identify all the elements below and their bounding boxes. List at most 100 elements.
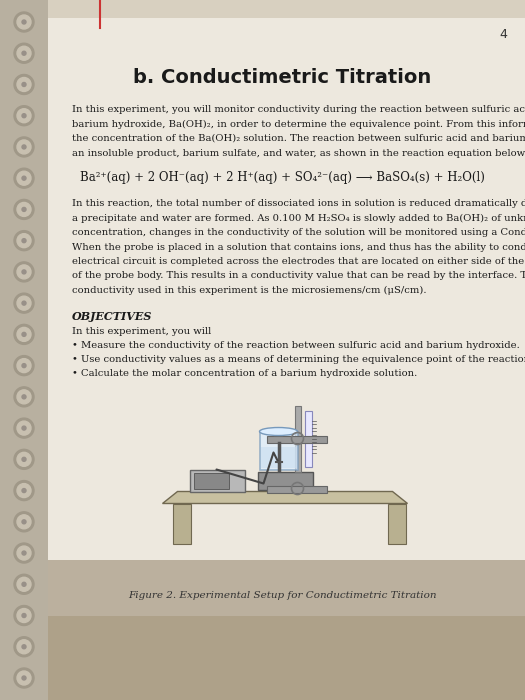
Circle shape (17, 296, 31, 310)
Circle shape (14, 387, 34, 407)
Bar (259, 431, 298, 470)
Bar (260, 447, 297, 468)
Circle shape (14, 606, 34, 626)
Text: Figure 2. Experimental Setup for Conductimetric Titration: Figure 2. Experimental Setup for Conduct… (128, 591, 437, 599)
Text: • Use conductivity values as a means of determining the equivalence point of the: • Use conductivity values as a means of … (72, 354, 525, 363)
Circle shape (14, 449, 34, 469)
Circle shape (17, 358, 31, 372)
Text: b. Conductimetric Titration: b. Conductimetric Titration (133, 68, 432, 87)
Bar (45, 560, 525, 700)
Bar (173, 503, 191, 543)
Circle shape (14, 199, 34, 219)
Circle shape (22, 239, 26, 243)
Bar (190, 470, 245, 491)
Circle shape (17, 671, 31, 685)
Circle shape (22, 176, 26, 180)
Bar (295, 405, 300, 472)
Circle shape (17, 421, 31, 435)
Circle shape (14, 262, 34, 282)
Circle shape (22, 207, 26, 211)
Circle shape (22, 613, 26, 617)
Circle shape (14, 43, 34, 63)
Bar (267, 435, 327, 442)
Ellipse shape (259, 428, 298, 435)
Circle shape (22, 457, 26, 461)
Circle shape (22, 395, 26, 399)
Text: In this experiment, you will: In this experiment, you will (72, 326, 211, 335)
Circle shape (22, 51, 26, 55)
Circle shape (22, 551, 26, 555)
Circle shape (17, 514, 31, 528)
Circle shape (22, 332, 26, 337)
Circle shape (17, 328, 31, 342)
Text: an insoluble product, barium sulfate, and water, as shown in the reaction equati: an insoluble product, barium sulfate, an… (72, 148, 525, 158)
Circle shape (14, 12, 34, 32)
Text: In this experiment, you will monitor conductivity during the reaction between su: In this experiment, you will monitor con… (72, 105, 525, 114)
Bar (0, 0, 48, 700)
Circle shape (14, 356, 34, 376)
Text: When the probe is placed in a solution that contains ions, and thus has the abil: When the probe is placed in a solution t… (72, 242, 525, 251)
Text: barium hydroxide, Ba(OH)₂, in order to determine the equivalence point. From thi: barium hydroxide, Ba(OH)₂, in order to d… (72, 120, 525, 129)
Circle shape (22, 676, 26, 680)
Circle shape (14, 543, 34, 563)
Circle shape (14, 74, 34, 95)
Circle shape (22, 113, 26, 118)
Bar (45, 0, 525, 616)
Circle shape (17, 78, 31, 92)
Circle shape (17, 484, 31, 498)
Circle shape (22, 145, 26, 149)
Text: • Measure the conductivity of the reaction between sulfuric acid and barium hydr: • Measure the conductivity of the reacti… (72, 340, 520, 349)
Circle shape (14, 106, 34, 126)
Circle shape (17, 452, 31, 466)
Bar (304, 410, 311, 466)
Circle shape (22, 582, 26, 587)
Circle shape (14, 418, 34, 438)
Circle shape (14, 137, 34, 157)
Circle shape (14, 168, 34, 188)
Polygon shape (163, 491, 407, 503)
Text: the concentration of the Ba(OH)₂ solution. The reaction between sulfuric acid an: the concentration of the Ba(OH)₂ solutio… (72, 134, 525, 143)
Text: a precipitate and water are formed. As 0.100 M H₂SO₄ is slowly added to Ba(OH)₂ : a precipitate and water are formed. As 0… (72, 214, 525, 223)
Text: 4: 4 (499, 28, 507, 41)
Circle shape (22, 20, 26, 24)
Circle shape (17, 640, 31, 654)
Text: Ba²⁺(aq) + 2 OH⁻(aq) + 2 H⁺(aq) + SO₄²⁻(aq) ⟶ BaSO₄(s) + H₂O(l): Ba²⁺(aq) + 2 OH⁻(aq) + 2 H⁺(aq) + SO₄²⁻(… (80, 171, 485, 184)
Circle shape (22, 426, 26, 430)
Circle shape (22, 301, 26, 305)
Circle shape (22, 363, 26, 368)
Text: conductivity used in this experiment is the microsiemens/cm (μS/cm).: conductivity used in this experiment is … (72, 286, 426, 295)
Text: • Calculate the molar concentration of a barium hydroxide solution.: • Calculate the molar concentration of a… (72, 368, 417, 377)
Circle shape (17, 46, 31, 60)
Circle shape (17, 578, 31, 592)
Circle shape (17, 234, 31, 248)
Bar (194, 473, 228, 489)
Circle shape (17, 172, 31, 186)
Text: electrical circuit is completed across the electrodes that are located on either: electrical circuit is completed across t… (72, 257, 525, 266)
Text: of the probe body. This results in a conductivity value that can be read by the : of the probe body. This results in a con… (72, 272, 525, 281)
Circle shape (22, 645, 26, 649)
Circle shape (17, 546, 31, 560)
Text: concentration, changes in the conductivity of the solution will be monitored usi: concentration, changes in the conductivi… (72, 228, 525, 237)
Circle shape (14, 481, 34, 500)
Circle shape (14, 637, 34, 657)
Circle shape (17, 202, 31, 216)
Circle shape (22, 489, 26, 493)
Circle shape (17, 15, 31, 29)
Bar (45, 0, 525, 18)
Circle shape (17, 608, 31, 622)
Circle shape (17, 108, 31, 122)
Circle shape (17, 265, 31, 279)
Circle shape (22, 83, 26, 87)
Circle shape (14, 512, 34, 532)
Bar (257, 472, 312, 489)
Bar (267, 486, 327, 493)
Circle shape (14, 231, 34, 251)
Circle shape (17, 140, 31, 154)
Circle shape (14, 668, 34, 688)
Circle shape (14, 574, 34, 594)
Bar (387, 503, 405, 543)
Circle shape (22, 520, 26, 524)
Circle shape (17, 390, 31, 404)
Circle shape (14, 293, 34, 313)
Circle shape (22, 270, 26, 274)
